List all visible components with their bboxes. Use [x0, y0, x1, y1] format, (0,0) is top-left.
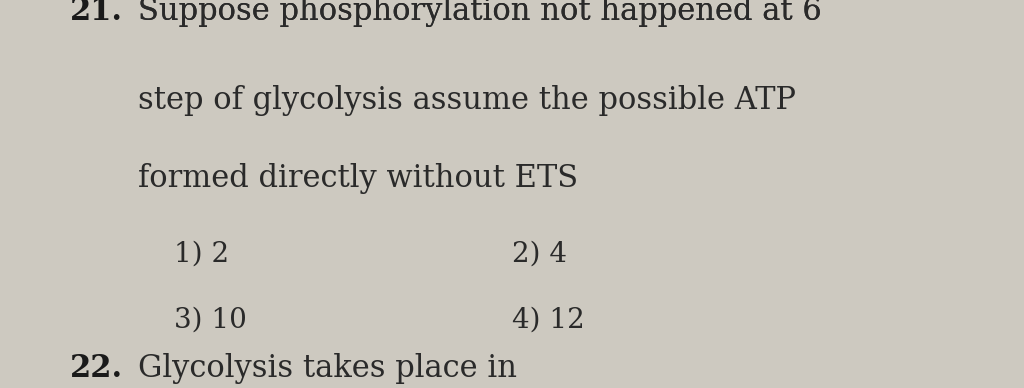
Text: 3) 10: 3) 10 [174, 307, 247, 334]
Text: th: th [914, 0, 935, 4]
Text: Suppose phosphorylation not happened at 6: Suppose phosphorylation not happened at … [138, 0, 822, 27]
Text: step of glycolysis assume the possible ATP: step of glycolysis assume the possible A… [138, 85, 797, 116]
Text: Glycolysis takes place in: Glycolysis takes place in [138, 353, 517, 384]
Text: 2) 4: 2) 4 [512, 241, 567, 268]
Text: 4) 12: 4) 12 [512, 307, 585, 334]
Text: 21.: 21. [70, 0, 123, 27]
Text: Suppose phosphorylation not happened at 6: Suppose phosphorylation not happened at … [138, 0, 822, 27]
Text: 22.: 22. [70, 353, 123, 384]
Text: 1) 2: 1) 2 [174, 241, 229, 268]
Text: formed directly without ETS: formed directly without ETS [138, 163, 579, 194]
